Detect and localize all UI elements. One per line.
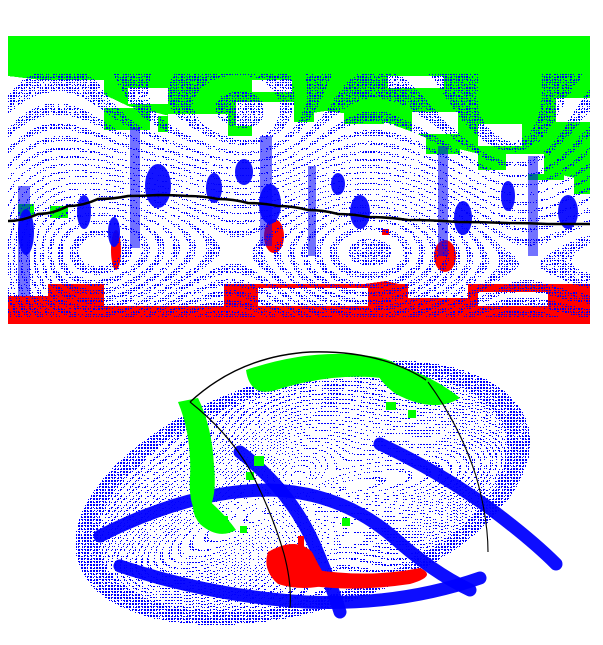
globe-green-speckle [220,516,228,524]
globe-dense-band [113,559,487,609]
streamline-seam [260,136,272,246]
streamline-core [331,173,345,195]
globe-green-speckle [246,472,254,480]
streamline-core [501,181,515,211]
streamline-seam [18,186,30,296]
streamline-core [558,195,578,229]
globe-green-speckle [240,526,247,533]
streamline-seam [130,128,140,248]
panel-oblique-globe [40,340,570,630]
map-field-group [8,36,590,324]
map-canvas [8,36,590,324]
globe-green-speckle [318,356,332,366]
streamline-core [206,173,222,203]
globe-red-speckle [298,536,304,548]
globe-north-cap-patch [370,358,460,406]
streamline-seam [438,146,448,256]
globe-north-cap-patch [246,353,401,392]
globe-green-speckle [408,410,416,418]
cap-gap [26,92,78,110]
globe-south-cap-patch [266,544,330,588]
globe-field-group [74,351,563,625]
streamline-core [108,217,120,247]
globe-green-speckle [386,402,396,410]
globe-red-speckle [340,576,350,582]
globe-green-speckle [254,456,264,466]
streamline-stipple [8,74,590,317]
globe-rim-density [76,361,530,625]
streamline-seam [528,156,538,256]
globe-canvas [74,351,563,625]
red-dot-marker [382,229,389,235]
globe-north-cap-patch [178,398,215,520]
globe-red-speckle [286,546,294,562]
globe-dense-band [93,483,477,597]
streamline-core [77,195,91,229]
streamline-core [235,159,253,185]
streamline-core [145,164,171,208]
globe-meridian-arc-right [427,381,489,553]
globe-dense-band [233,445,347,619]
streamline-core [350,195,370,229]
globe-south-cap-streak [312,568,428,589]
globe-green-speckle [342,518,350,526]
separatrix-curve [8,193,590,226]
globe-limb-arc [189,351,427,403]
globe-meridian-arc [189,401,291,609]
globe-red-speckle [380,574,392,580]
streamline-core [454,201,472,235]
panel-equirectangular-map [8,36,590,324]
globe-dense-band [373,437,563,571]
cap-gap [478,124,522,146]
